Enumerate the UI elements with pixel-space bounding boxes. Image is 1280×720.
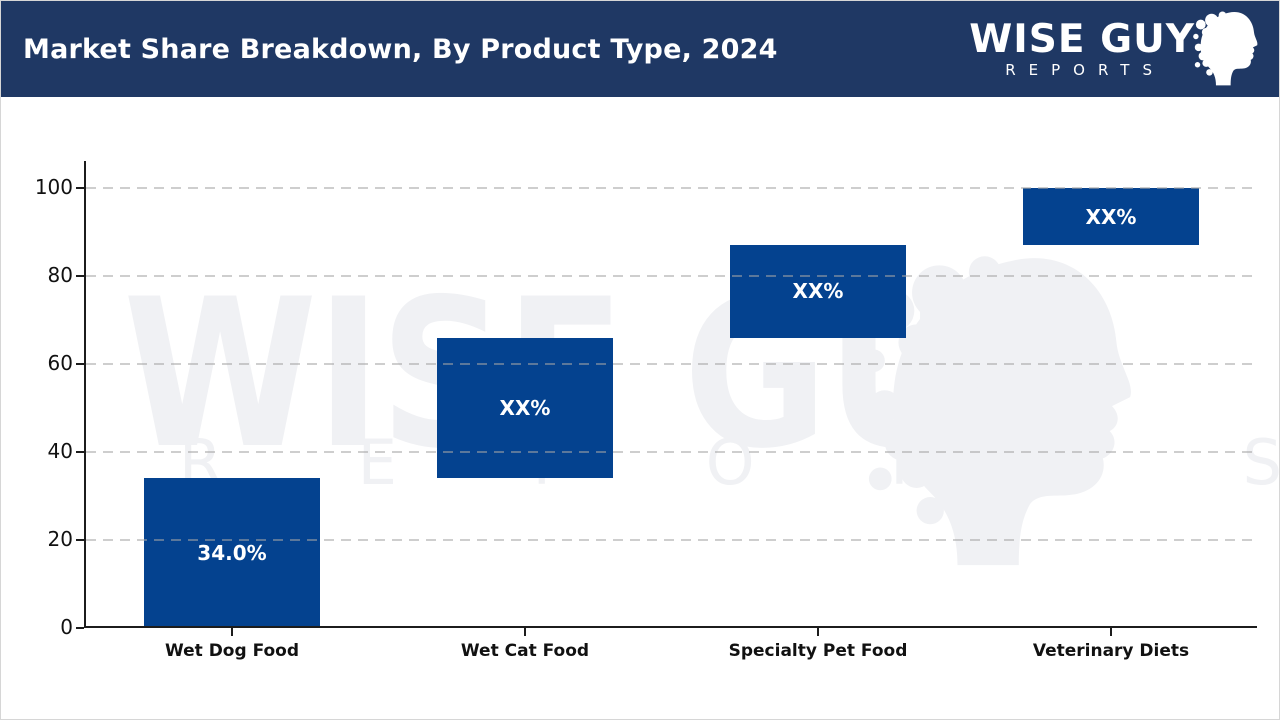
y-tick-0 bbox=[76, 627, 84, 629]
y-tick-label-60: 60 bbox=[47, 351, 73, 375]
x-axis-spine bbox=[84, 626, 1257, 628]
brand-name: WISE GUY bbox=[969, 17, 1195, 62]
x-tick-2 bbox=[524, 628, 526, 636]
x-category-label: Wet Dog Food bbox=[164, 641, 300, 661]
brand-subname: REPORTS bbox=[1005, 61, 1165, 79]
y-tick-label-100: 100 bbox=[34, 175, 73, 199]
x-tick-3 bbox=[817, 628, 819, 636]
watermark-brand-subname: R E P O R T S bbox=[179, 426, 1280, 499]
y-tick-label-20: 20 bbox=[47, 527, 73, 551]
y-tick-100 bbox=[76, 187, 84, 189]
brand-logo-text: WISE GUY REPORTS bbox=[969, 20, 1195, 78]
x-tick-4 bbox=[1110, 628, 1112, 636]
x-category-label: Wet Cat Food bbox=[460, 641, 590, 661]
y-tick-label-40: 40 bbox=[47, 439, 73, 463]
gridline-100 bbox=[86, 187, 1257, 189]
bar-wet-dog-food: 34.0% bbox=[144, 478, 320, 628]
bar-value-label: 34.0% bbox=[197, 541, 267, 566]
bar-wet-cat-food: XX% bbox=[437, 337, 613, 479]
gridline-60 bbox=[86, 363, 1257, 365]
header-bar: Market Share Breakdown, By Product Type,… bbox=[1, 1, 1279, 97]
page-title: Market Share Breakdown, By Product Type,… bbox=[23, 33, 778, 65]
brand-logo: WISE GUY REPORTS bbox=[969, 8, 1267, 90]
y-tick-80 bbox=[76, 275, 84, 277]
y-tick-60 bbox=[76, 363, 84, 365]
y-tick-20 bbox=[76, 539, 84, 541]
bar-value-label: XX% bbox=[1085, 204, 1137, 229]
y-tick-label-0: 0 bbox=[60, 615, 73, 639]
bar-veterinary-diets: XX% bbox=[1023, 188, 1199, 246]
gridline-40 bbox=[86, 451, 1257, 453]
bar-specialty-pet-food: XX% bbox=[730, 245, 906, 338]
gridline-20 bbox=[86, 539, 1257, 541]
y-axis-spine bbox=[84, 161, 86, 628]
x-category-label: Veterinary Diets bbox=[1032, 641, 1190, 661]
y-tick-40 bbox=[76, 451, 84, 453]
y-tick-label-80: 80 bbox=[47, 263, 73, 287]
brand-head-icon bbox=[1193, 11, 1258, 86]
x-tick-1 bbox=[231, 628, 233, 636]
bar-value-label: XX% bbox=[499, 395, 551, 420]
gridline-80 bbox=[86, 275, 1257, 277]
bar-value-label: XX% bbox=[792, 279, 844, 304]
x-category-label: Specialty Pet Food bbox=[728, 641, 908, 661]
